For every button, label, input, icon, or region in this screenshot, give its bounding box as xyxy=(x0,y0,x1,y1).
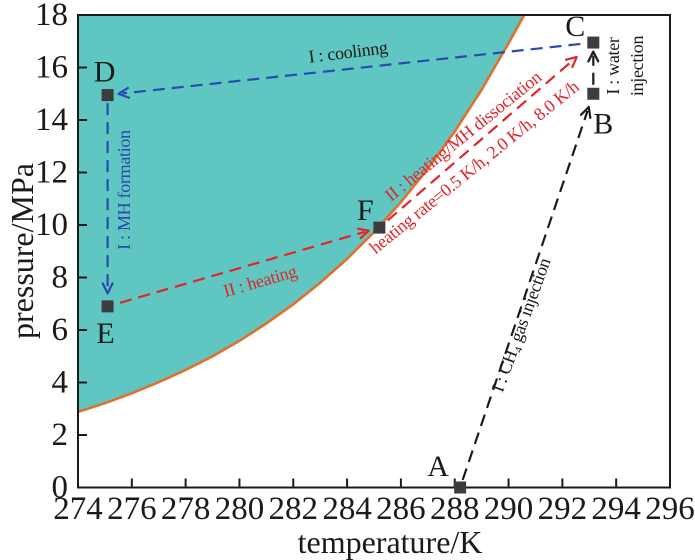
x-tick-label: 276 xyxy=(107,491,157,527)
y-tick-label: 0 xyxy=(52,470,69,506)
label-mh-formation: I : MH formation xyxy=(114,130,134,250)
arrowhead-A-B xyxy=(579,105,592,120)
y-tick-label: 2 xyxy=(52,417,69,453)
y-axis-label: pressure/MPa xyxy=(4,163,40,339)
x-tick-label: 288 xyxy=(430,491,480,527)
route-A-B xyxy=(461,110,589,481)
x-tick-label: 292 xyxy=(538,491,588,527)
y-tick-label: 16 xyxy=(35,50,68,86)
route-F-C xyxy=(386,58,575,222)
point-label-E: E xyxy=(96,317,114,350)
x-tick-label: 284 xyxy=(322,491,372,527)
point-label-D: D xyxy=(94,56,116,89)
mh-stability-region xyxy=(78,15,525,412)
arrowhead-B-C xyxy=(587,50,600,63)
plot-frame xyxy=(77,14,671,489)
x-tick-label: 290 xyxy=(484,491,534,527)
x-tick-label: 286 xyxy=(376,491,426,527)
point-label-C: C xyxy=(565,10,585,43)
x-axis-label: temperature/K xyxy=(298,524,483,560)
y-tick-label: 12 xyxy=(35,155,68,191)
y-tick-label: 6 xyxy=(52,312,69,348)
y-tick-label: 14 xyxy=(35,102,68,138)
y-tick-label: 10 xyxy=(35,207,68,243)
phase-boundary-curve xyxy=(77,14,526,414)
x-tick-label: 294 xyxy=(591,491,641,527)
x-tick-label: 280 xyxy=(215,491,265,527)
arrowhead-D-E xyxy=(101,282,114,295)
data-points-layer: A B C D E F xyxy=(94,10,613,494)
point-marker-F xyxy=(373,221,386,234)
point-marker-A xyxy=(454,481,467,494)
route-E-F xyxy=(119,230,366,304)
point-marker-C xyxy=(587,36,600,49)
x-tick-label: 296 xyxy=(645,491,695,527)
region-layer xyxy=(77,14,526,414)
point-marker-D xyxy=(101,89,114,102)
x-tick-label: 278 xyxy=(161,491,211,527)
label-water-injection-line1: I : water xyxy=(603,37,623,95)
x-tick-label: 282 xyxy=(269,491,319,527)
y-tick-label: 8 xyxy=(52,260,69,296)
x-tick-label: 274 xyxy=(53,491,103,527)
point-marker-E xyxy=(101,300,114,313)
y-tick-label: 18 xyxy=(35,0,68,33)
label-gas-injection: I : CH₄ gas injection xyxy=(487,255,554,395)
label-water-injection-line2: injection xyxy=(627,36,647,97)
arrowhead-C-D xyxy=(117,86,130,99)
point-label-A: A xyxy=(427,450,449,483)
arrowhead-E-F xyxy=(356,227,370,240)
point-marker-B xyxy=(587,87,600,100)
arrowhead-F-C xyxy=(564,55,578,69)
point-label-F: F xyxy=(357,194,374,227)
y-tick-label: 4 xyxy=(52,365,69,401)
process-path-layer xyxy=(101,42,600,481)
point-label-B: B xyxy=(593,107,613,140)
route-C-D xyxy=(122,42,581,95)
axes-layer: 274 276 278 280 282 284 286 288 290 292 294 296 0 2 4 6… xyxy=(35,0,695,527)
